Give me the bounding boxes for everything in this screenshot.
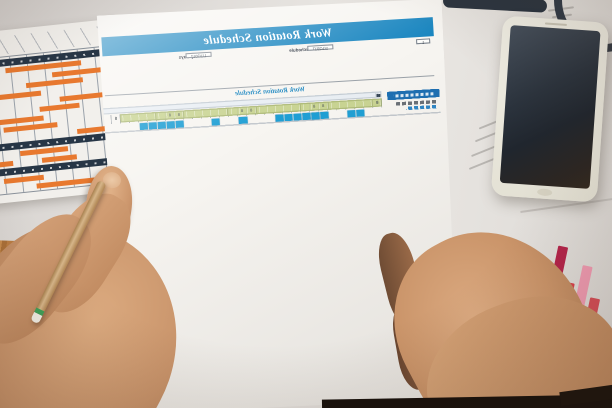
week-value: 1 [416,38,430,44]
hours-cell: 8 [249,107,253,113]
row-subtext-blue [406,105,436,109]
month-group: Month 1 Week 1 [360,39,430,43]
hours-cell: 8 [376,99,379,105]
shift-starting-value: 1/1/2017 [307,44,333,51]
phone-speaker [544,22,567,26]
hours-cell: 8 [240,107,244,114]
hours-cell: 8 [177,111,181,117]
smartphone [490,15,610,203]
employee-name-bar [387,89,439,100]
name-text [393,92,433,97]
shift-block-green [255,103,301,114]
shift-block-green [327,99,373,110]
shift-block-blue [311,112,320,119]
phone-screen [499,25,601,189]
shift-block-green [120,112,157,122]
shift-block-green [183,108,229,119]
starting-value: 1/1/2017 [185,51,211,58]
hours-cell: 8 [168,112,172,118]
shift-block-blue [167,121,176,128]
hours-cell: 8 [321,102,325,109]
phone-home-button [536,188,553,197]
row-subtext [396,100,436,105]
hours-cell: 8 [312,103,316,109]
